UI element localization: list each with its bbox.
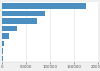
Bar — [2, 26, 17, 31]
Bar — [2, 33, 9, 39]
Bar — [2, 18, 37, 24]
Bar — [2, 11, 45, 16]
Bar — [2, 3, 86, 9]
Bar — [2, 56, 3, 61]
Bar — [2, 48, 3, 54]
Bar — [2, 41, 4, 46]
